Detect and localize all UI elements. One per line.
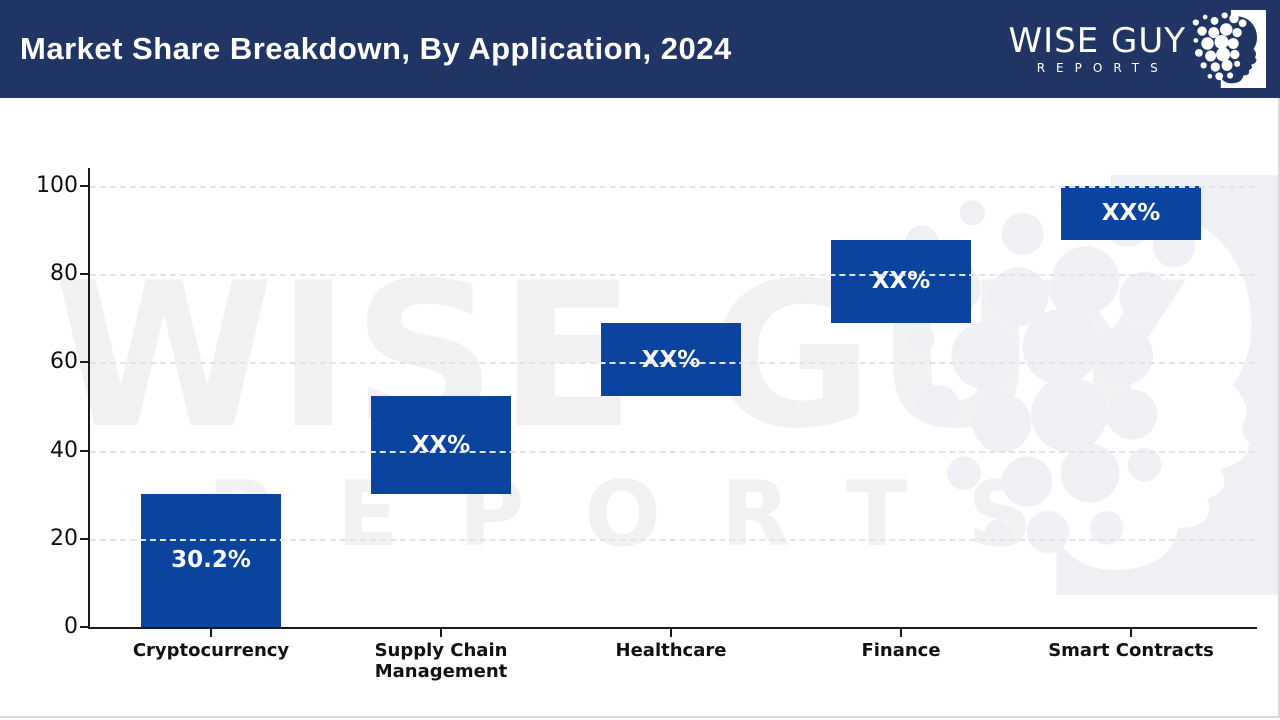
y-tick-label: 0	[64, 614, 78, 639]
x-tick-mark	[440, 629, 442, 637]
x-category-label-line: Finance	[861, 640, 941, 661]
bar-healthcare: XX%	[601, 322, 741, 397]
bar-finance: XX%	[831, 239, 971, 323]
wiseguy-logo: WISE GUY REPORTS	[1008, 6, 1280, 92]
bottom-border-rule	[0, 716, 1280, 718]
y-axis-line	[88, 168, 90, 629]
x-tick-mark	[1130, 629, 1132, 637]
y-tick-mark	[80, 361, 88, 364]
bar-smart-contracts: XX%	[1061, 186, 1201, 240]
y-tick-label: 80	[50, 261, 78, 287]
y-tick-label: 100	[36, 173, 78, 198]
x-category-label: Healthcare	[556, 640, 786, 661]
gridline-20	[90, 538, 1255, 541]
watermark-head-icon	[905, 175, 1280, 595]
x-category-label: Smart Contracts	[1016, 640, 1246, 661]
y-tick-label: 40	[50, 437, 78, 463]
bar-cryptocurrency: 30.2%	[141, 493, 281, 627]
bar-value-label: XX%	[641, 346, 701, 373]
gridline-60	[90, 362, 1255, 365]
chart-plot-area: 30.2% XX% XX% XX% XX%	[90, 186, 1255, 627]
gridline-100	[90, 186, 1255, 188]
x-axis-line	[88, 627, 1257, 629]
logo-text: WISE GUY REPORTS	[1008, 24, 1186, 75]
x-tick-mark	[210, 629, 212, 637]
x-tick-mark	[670, 629, 672, 637]
bar-supply-chain-management: XX%	[371, 396, 511, 494]
y-tick-mark	[80, 537, 88, 540]
x-category-label-line: Management	[374, 661, 508, 682]
y-tick-label: 60	[50, 349, 78, 375]
y-tick-mark	[80, 185, 88, 187]
x-category-label: Finance	[786, 640, 1016, 661]
y-tick-mark	[80, 273, 88, 276]
gridline-40	[90, 450, 1255, 453]
x-category-label-line: Supply Chain	[374, 640, 508, 661]
gridline-80	[90, 274, 1255, 277]
x-category-label-line: Cryptocurrency	[132, 640, 290, 661]
bar-value-label: XX%	[411, 432, 471, 459]
right-border-rule	[1278, 98, 1280, 718]
x-category-label-line: Healthcare	[615, 640, 727, 661]
x-category-label: Supply Chain Management	[326, 640, 556, 682]
header-bar: Market Share Breakdown, By Application, …	[0, 0, 1280, 98]
y-tick-mark	[80, 449, 88, 452]
bar-value-label: 30.2%	[171, 547, 251, 574]
bar-value-label: XX%	[1101, 199, 1161, 226]
x-category-label-line: Smart Contracts	[1048, 640, 1214, 661]
x-tick-mark	[900, 629, 902, 637]
x-category-label: Cryptocurrency	[96, 640, 326, 661]
logo-wordmark: WISE GUY	[1008, 20, 1186, 61]
logo-head-icon	[1192, 10, 1266, 88]
page-title: Market Share Breakdown, By Application, …	[20, 31, 732, 66]
y-tick-label: 20	[50, 525, 78, 551]
bar-value-label: XX%	[871, 268, 931, 295]
watermark-subtitle: REPORTS	[207, 462, 1093, 567]
logo-subtitle: REPORTS	[1036, 60, 1169, 75]
y-tick-mark	[80, 626, 88, 628]
